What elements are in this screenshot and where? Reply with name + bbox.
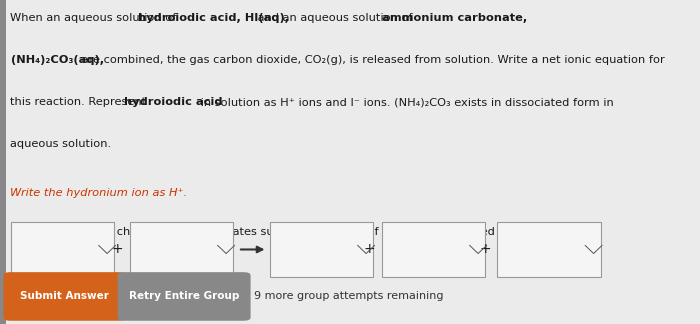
FancyBboxPatch shape: [10, 222, 114, 277]
Text: +: +: [364, 242, 375, 257]
FancyBboxPatch shape: [270, 222, 373, 277]
Text: +: +: [480, 242, 491, 257]
Text: are combined, the gas carbon dioxide, CO₂(g), is released from solution. Write a: are combined, the gas carbon dioxide, CO…: [78, 55, 665, 65]
FancyBboxPatch shape: [118, 272, 251, 321]
FancyBboxPatch shape: [130, 222, 233, 277]
Text: Use the pull-down choices to specify states such as (aq) or (s). If a box is not: Use the pull-down choices to specify sta…: [10, 227, 580, 237]
Text: When an aqueous solution of: When an aqueous solution of: [10, 13, 181, 23]
FancyBboxPatch shape: [6, 0, 700, 324]
Text: +: +: [112, 242, 123, 257]
Text: hydroiodic acid, HI(aq),: hydroiodic acid, HI(aq),: [138, 13, 289, 23]
Text: in solution as H⁺ ions and I⁻ ions. (NH₄)₂CO₃ exists in dissociated form in: in solution as H⁺ ions and I⁻ ions. (NH₄…: [197, 97, 614, 107]
Text: this reaction. Represent: this reaction. Represent: [10, 97, 150, 107]
FancyBboxPatch shape: [4, 272, 126, 321]
Text: and an aqueous solution of: and an aqueous solution of: [254, 13, 416, 23]
Text: Retry Entire Group: Retry Entire Group: [129, 292, 239, 301]
FancyBboxPatch shape: [0, 0, 6, 324]
Text: Submit Answer: Submit Answer: [20, 292, 109, 301]
FancyBboxPatch shape: [497, 222, 601, 277]
FancyBboxPatch shape: [382, 222, 485, 277]
Text: (NH₄)₂CO₃(aq),: (NH₄)₂CO₃(aq),: [10, 55, 104, 65]
Text: Write the hydronium ion as H⁺.: Write the hydronium ion as H⁺.: [10, 188, 188, 198]
Text: 9 more group attempts remaining: 9 more group attempts remaining: [254, 292, 444, 301]
Text: ammonium carbonate,: ammonium carbonate,: [382, 13, 527, 23]
Text: hydroiodic acid: hydroiodic acid: [125, 97, 223, 107]
Text: aqueous solution.: aqueous solution.: [10, 139, 111, 149]
